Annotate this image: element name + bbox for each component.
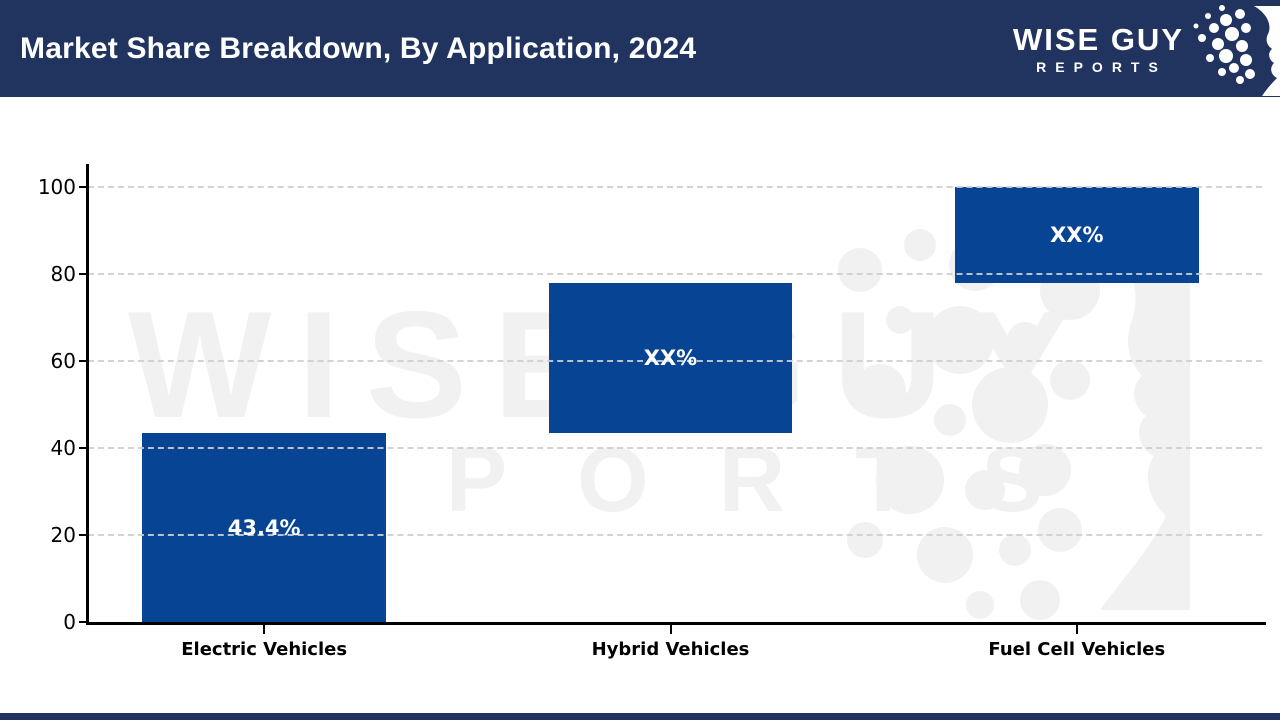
x-tick-label: Electric Vehicles: [181, 639, 348, 660]
y-tick-mark: [79, 186, 87, 188]
y-tick-label: 100: [37, 175, 76, 199]
gridline: [88, 186, 1262, 188]
y-tick-mark: [79, 447, 87, 449]
y-tick-mark: [79, 621, 87, 623]
footer-bar: [0, 713, 1280, 720]
y-tick-mark: [79, 273, 87, 275]
x-tick-mark: [263, 625, 266, 634]
logo-reports: REPORTS: [1036, 58, 1167, 75]
logo-wise-guy: WISE GUY: [1012, 21, 1184, 57]
x-tick-label: Hybrid Vehicles: [591, 639, 750, 660]
wiseguy-logo: WISE GUY REPORTS: [1013, 0, 1280, 97]
y-tick-mark: [79, 534, 87, 536]
logo-text: WISE GUY REPORTS: [1013, 24, 1184, 74]
chart-title: Market Share Breakdown, By Application, …: [20, 31, 697, 65]
watermark-face-dots: [838, 226, 1190, 620]
y-tick-label: 40: [50, 436, 76, 460]
logo-face-icon: [1193, 5, 1280, 96]
y-tick-label: 0: [63, 610, 76, 634]
header-bar: Market Share Breakdown, By Application, …: [0, 0, 1280, 97]
y-tick-mark: [79, 360, 87, 362]
y-axis-spine: [86, 164, 89, 625]
x-tick-label: Fuel Cell Vehicles: [988, 639, 1166, 660]
x-tick-mark: [669, 625, 672, 634]
y-tick-label: 20: [50, 523, 76, 547]
y-tick-label: 60: [50, 349, 76, 373]
y-tick-label: 80: [50, 262, 76, 286]
